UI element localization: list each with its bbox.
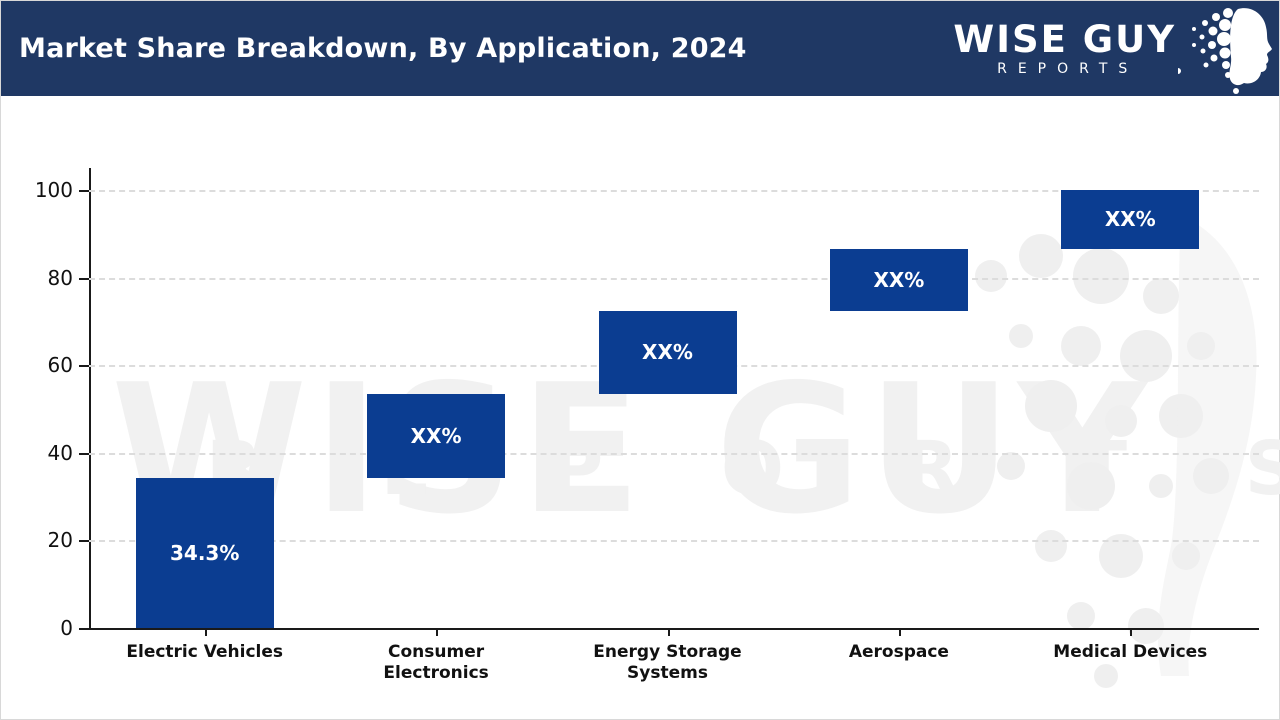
bar-aerospace: XX% <box>829 248 968 311</box>
logo-head-icon <box>1178 8 1272 94</box>
x-axis-label-aerospace: Aerospace <box>789 642 1009 663</box>
y-tick-label-0: 0 <box>60 616 73 640</box>
x-axis-label-line: Electronics <box>383 663 489 684</box>
gridline-100 <box>89 190 1259 192</box>
page-title: Market Share Breakdown, By Application, … <box>19 33 747 64</box>
x-axis-label-line: Aerospace <box>848 642 949 662</box>
x-tick-consumer-electronics <box>436 628 439 636</box>
y-axis-line <box>89 168 91 628</box>
x-tick-medical-devices <box>1130 628 1133 636</box>
y-tick-label-40: 40 <box>47 440 73 465</box>
y-tick-0 <box>79 628 89 630</box>
x-axis-label-line: Systems <box>627 663 708 684</box>
gridline-20 <box>89 540 1259 543</box>
bar-consumer-electronics: XX% <box>367 393 506 478</box>
x-tick-electric-vehicles <box>204 628 207 636</box>
y-tick-label-20: 20 <box>47 528 73 553</box>
bar-value-label-consumer-electronics: XX% <box>410 423 462 448</box>
bar-value-label-medical-devices: XX% <box>1104 207 1156 232</box>
x-tick-aerospace <box>898 628 901 636</box>
x-axis-label-consumer-electronics: Consumer Electronics <box>326 642 546 685</box>
y-tick-label-80: 80 <box>47 265 73 290</box>
y-tick-40 <box>79 452 89 455</box>
y-tick-60 <box>79 365 89 368</box>
bar-energy-storage-systems: XX% <box>598 310 737 394</box>
y-tick-100 <box>79 190 89 192</box>
y-tick-label-60: 60 <box>47 353 73 378</box>
gridline-80 <box>89 277 1259 280</box>
header-bar: Market Share Breakdown, By Application, … <box>1 1 1279 96</box>
chart-canvas: WISE GUY R E P O R T S 0 20 40 60 80 100 34.3%… <box>1 96 1280 719</box>
bar-value-label-energy-storage-systems: XX% <box>642 340 693 365</box>
gridline-40 <box>89 452 1259 455</box>
x-axis-label-line: Consumer <box>388 642 485 662</box>
x-axis-label-line: Electric Vehicles <box>126 642 283 662</box>
y-tick-label-100: 100 <box>34 178 73 202</box>
bar-electric-vehicles: 34.3% <box>135 477 274 628</box>
y-tick-80 <box>79 277 89 280</box>
y-tick-20 <box>79 540 89 543</box>
x-tick-energy-storage-systems <box>667 628 670 636</box>
logo-subtitle: REPORTS <box>997 61 1139 77</box>
x-axis-label-medical-devices: Medical Devices <box>1020 642 1240 663</box>
bar-value-label-aerospace: XX% <box>873 267 925 292</box>
x-axis-label-line: Medical Devices <box>1053 642 1208 662</box>
x-axis-label-electric-vehicles: Electric Vehicles <box>95 642 315 663</box>
logo-wordmark: WISE GUY <box>953 18 1176 61</box>
bar-medical-devices: XX% <box>1061 190 1200 249</box>
bar-value-label-electric-vehicles: 34.3% <box>169 540 240 565</box>
x-axis-label-line: Energy Storage <box>593 642 742 662</box>
logo-text: WISE GUY REPORTS <box>953 21 1176 76</box>
x-axis-line <box>89 628 1259 630</box>
wise-guy-reports-logo: WISE GUY REPORTS <box>953 1 1279 96</box>
x-axis-label-energy-storage-systems: Energy Storage Systems <box>558 642 778 685</box>
